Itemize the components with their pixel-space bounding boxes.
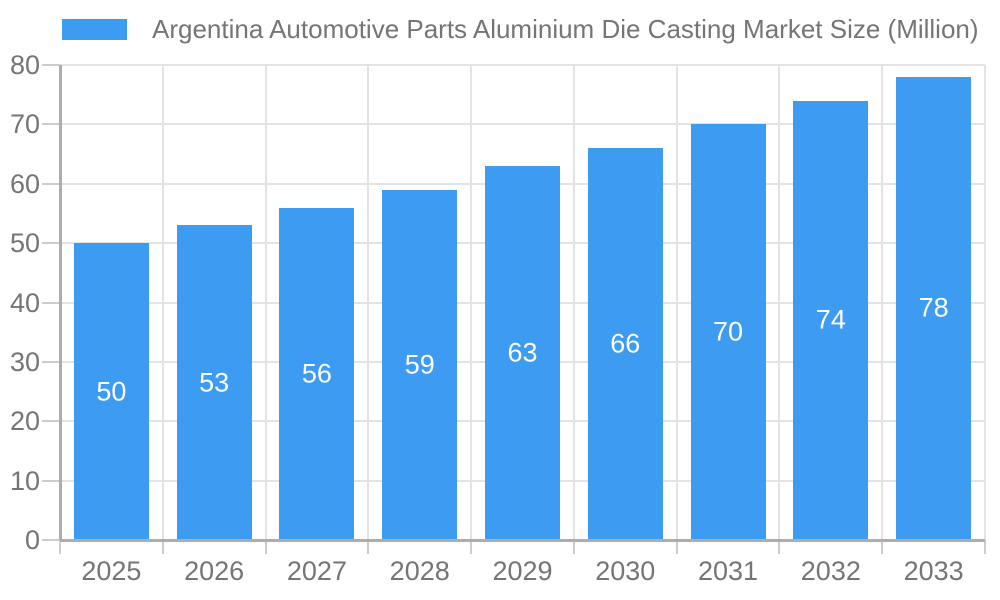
- y-axis-line: [59, 65, 62, 540]
- chart-legend[interactable]: Argentina Automotive Parts Aluminium Die…: [62, 14, 979, 45]
- bar-2026[interactable]: 53: [176, 225, 252, 540]
- bar-2028[interactable]: 59: [382, 189, 458, 540]
- bar-value-label: 78: [918, 292, 949, 323]
- x-axis-line: [60, 539, 985, 542]
- bar-value-label: 74: [815, 304, 846, 335]
- y-tick: [42, 182, 60, 185]
- x-tick: [367, 540, 370, 554]
- bar-2032[interactable]: 74: [793, 100, 869, 540]
- h-gridline: [60, 123, 985, 126]
- x-axis-label: 2029: [492, 556, 553, 586]
- y-axis-label: 40: [9, 287, 40, 318]
- y-tick: [42, 539, 60, 541]
- v-gridline: [984, 65, 986, 540]
- x-axis-label: 2028: [389, 556, 450, 586]
- y-tick: [42, 420, 60, 423]
- y-axis-label: 30: [9, 346, 40, 377]
- x-tick: [881, 540, 884, 554]
- y-axis-label: 0: [24, 525, 40, 555]
- y-tick: [42, 64, 60, 66]
- bar-value-label: 66: [610, 328, 641, 359]
- v-gridline: [470, 65, 473, 540]
- x-axis-label: 2030: [595, 556, 656, 586]
- bar-value-label: 53: [199, 367, 230, 398]
- y-tick: [42, 301, 60, 304]
- y-axis-label: 50: [9, 228, 40, 259]
- x-tick: [161, 540, 164, 554]
- v-gridline: [572, 65, 575, 540]
- x-axis-label: 2025: [81, 556, 142, 586]
- bar-2027[interactable]: 56: [279, 207, 355, 540]
- y-axis-label: 80: [9, 50, 40, 80]
- legend-label: Argentina Automotive Parts Aluminium Die…: [152, 14, 979, 44]
- x-tick: [984, 540, 986, 554]
- x-axis-label: 2027: [286, 556, 347, 586]
- x-tick: [675, 540, 678, 554]
- bar-2031[interactable]: 70: [690, 124, 766, 540]
- y-axis-label: 10: [9, 465, 40, 496]
- x-axis-label: 2033: [903, 556, 964, 586]
- bar-value-label: 59: [404, 349, 435, 380]
- v-gridline: [881, 65, 884, 540]
- bar-2030[interactable]: 66: [587, 148, 663, 540]
- y-axis-label: 70: [9, 109, 40, 140]
- v-gridline: [367, 65, 370, 540]
- v-gridline: [778, 65, 781, 540]
- x-tick: [59, 540, 61, 554]
- x-tick: [572, 540, 575, 554]
- h-gridline: [60, 64, 985, 66]
- y-tick: [42, 360, 60, 363]
- bar-2025[interactable]: 50: [73, 243, 149, 540]
- y-tick: [42, 479, 60, 482]
- x-tick: [264, 540, 267, 554]
- bar-value-label: 70: [713, 316, 744, 347]
- bar-2029[interactable]: 63: [485, 165, 560, 540]
- x-tick: [778, 540, 781, 554]
- v-gridline: [161, 65, 164, 540]
- bar-value-label: 50: [96, 376, 127, 407]
- x-axis-label: 2032: [800, 556, 861, 586]
- y-tick: [42, 123, 60, 126]
- legend-swatch: [62, 19, 127, 40]
- x-axis-label: 2031: [698, 556, 759, 586]
- bar-value-label: 56: [301, 358, 332, 389]
- v-gridline: [675, 65, 678, 540]
- y-axis-label: 20: [9, 406, 40, 437]
- bar-2033[interactable]: 78: [896, 76, 972, 540]
- y-axis-label: 60: [9, 168, 40, 199]
- bar-value-label: 63: [507, 337, 538, 368]
- x-axis-label: 2026: [184, 556, 245, 586]
- y-tick: [42, 242, 60, 245]
- v-gridline: [264, 65, 267, 540]
- x-tick: [470, 540, 473, 554]
